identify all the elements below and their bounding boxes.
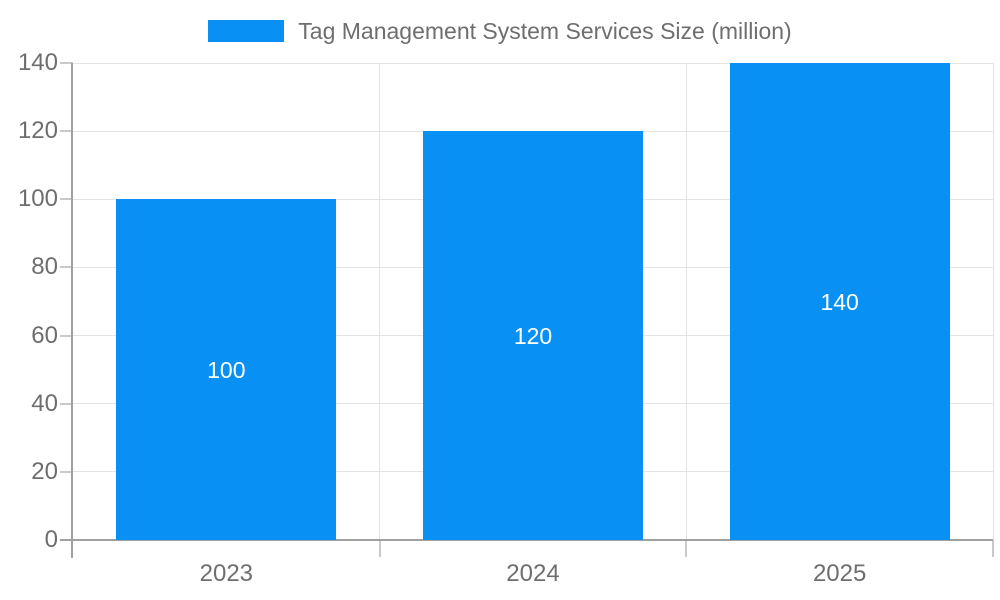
- bar-value-label: 100: [207, 356, 246, 383]
- gridline: [73, 62, 993, 64]
- y-axis-tick: [60, 198, 73, 201]
- y-axis-tick: [60, 470, 73, 473]
- x-axis-category-label: 2023: [199, 560, 254, 587]
- bar-value-label: 140: [820, 288, 859, 315]
- x-axis-category-label: 2024: [506, 560, 560, 587]
- y-axis-tick: [60, 402, 73, 405]
- bar[interactable]: 140: [729, 63, 950, 540]
- legend-label: Tag Management System Services Size (mil…: [298, 18, 792, 44]
- y-axis-tick: [60, 334, 73, 337]
- y-axis-tick-label: 80: [31, 253, 58, 281]
- x-axis-tick: [685, 540, 688, 557]
- legend-swatch-icon: [208, 20, 285, 42]
- gridline: [685, 63, 687, 540]
- bar-value-label: 120: [513, 322, 553, 349]
- gridline: [992, 63, 994, 540]
- y-axis-tick-label: 40: [31, 389, 58, 417]
- x-axis-line: [60, 539, 993, 541]
- gridline: [379, 63, 381, 540]
- y-axis-tick-label: 0: [44, 526, 58, 553]
- x-axis-category-label: 2025: [812, 560, 867, 587]
- bar[interactable]: 100: [116, 199, 337, 540]
- y-axis-tick: [60, 266, 73, 269]
- bar[interactable]: 120: [423, 131, 643, 540]
- y-axis-tick-label: 100: [17, 185, 58, 213]
- x-axis-tick: [992, 540, 994, 557]
- y-axis-tick-label: 140: [17, 49, 58, 76]
- y-axis-tick: [60, 130, 73, 133]
- x-axis-tick: [378, 540, 381, 557]
- y-axis-tick-label: 120: [17, 117, 58, 145]
- y-axis-tick-label: 60: [31, 321, 58, 349]
- legend-item[interactable]: Tag Management System Services Size (mil…: [0, 17, 1000, 45]
- y-axis-tick: [60, 62, 73, 64]
- y-axis-line: [71, 63, 73, 558]
- y-axis-tick-label: 20: [31, 457, 58, 485]
